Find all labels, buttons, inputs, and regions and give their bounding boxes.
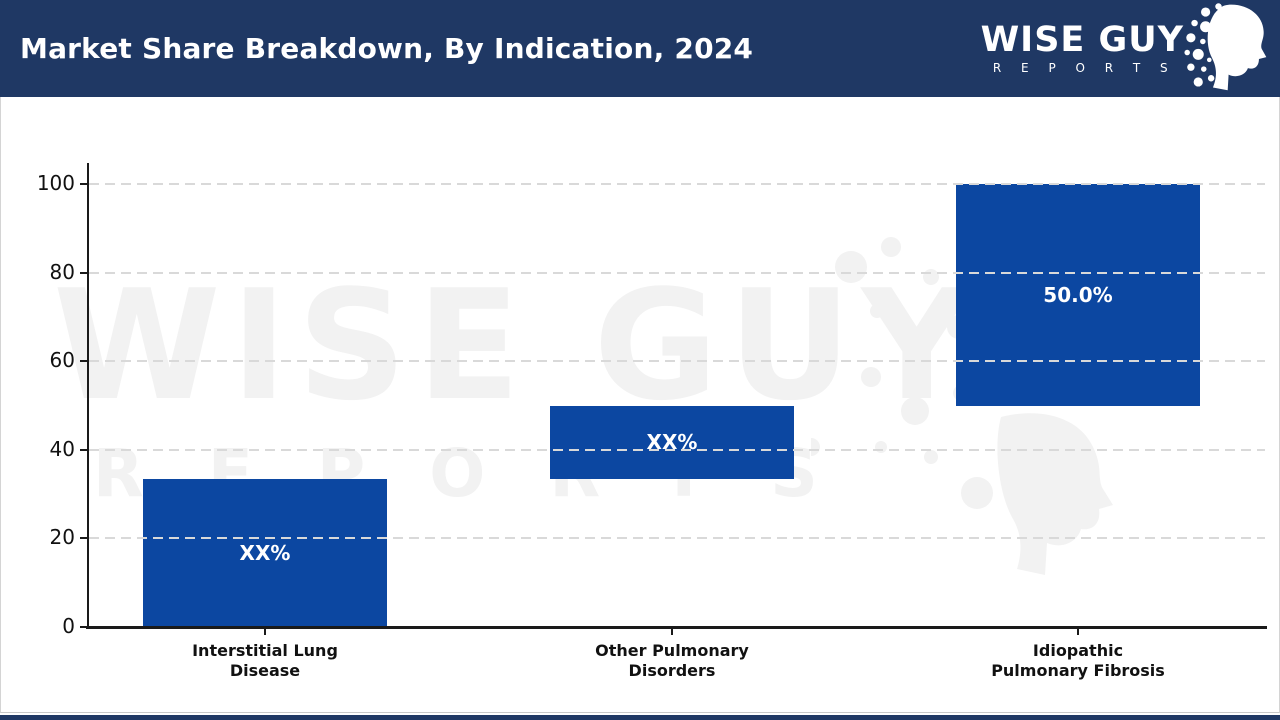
head-profile-dots-icon: [1184, 1, 1270, 97]
y-tick-label: 40: [49, 436, 75, 461]
brand-subtext: R E P O R T S: [992, 61, 1176, 75]
y-tick-mark: [80, 360, 88, 363]
x-axis-line: [86, 626, 1267, 629]
x-category-label: Interstitial Lung Disease: [125, 641, 405, 681]
x-category-label-line: Other Pulmonary: [595, 641, 749, 660]
bar-segment: 50.0%: [956, 184, 1200, 406]
gridline-y20: [89, 537, 1265, 540]
x-tick-mark: [671, 629, 673, 635]
bar-value-label: 50.0%: [1043, 282, 1113, 307]
y-tick-label: 80: [49, 259, 75, 284]
x-category-label: Idiopathic Pulmonary Fibrosis: [938, 641, 1218, 681]
y-tick-label: 100: [36, 171, 75, 195]
y-tick-mark: [80, 537, 88, 540]
x-tick-mark: [1077, 629, 1079, 635]
chart-figure: WISE GUY REPORTS XX% XX% 50.0% 0 20 40 60: [0, 97, 1280, 713]
bar-value-label: XX%: [239, 541, 291, 566]
footer-band: [0, 715, 1280, 720]
x-category-label-line: Disease: [229, 661, 301, 680]
page-title: Market Share Breakdown, By Indication, 2…: [20, 32, 754, 65]
gridline-y60: [89, 360, 1265, 363]
y-tick-label: 0: [62, 614, 75, 638]
x-category-label-line: Idiopathic: [1032, 641, 1124, 660]
gridline-y80: [89, 271, 1265, 274]
x-category-label-line: Pulmonary Fibrosis: [991, 661, 1165, 680]
gridline-y40: [89, 448, 1265, 451]
x-category-label-line: Interstitial Lung: [192, 641, 338, 660]
x-category-label: Other Pulmonary Disorders: [532, 641, 812, 681]
y-tick-mark: [80, 626, 88, 628]
gridline-y100: [89, 183, 1265, 185]
x-tick-mark: [264, 629, 266, 635]
x-category-label-line: Disorders: [628, 661, 716, 680]
brand-logo: WISE GUY R E P O R T S: [981, 1, 1280, 97]
bar-value-label: XX%: [646, 430, 698, 455]
bar-segment: XX%: [143, 479, 387, 627]
header-band: Market Share Breakdown, By Indication, 2…: [0, 0, 1280, 97]
y-tick-label: 60: [49, 348, 75, 373]
y-tick-label: 20: [49, 525, 75, 550]
y-tick-mark: [80, 448, 88, 451]
watermark-wordmark: WISE GUY: [53, 257, 982, 434]
y-tick-mark: [80, 183, 88, 185]
y-axis-line: [87, 163, 89, 628]
y-tick-mark: [80, 271, 88, 274]
bar-segment: XX%: [550, 405, 794, 480]
brand-wordmark: WISE GUY: [980, 20, 1184, 60]
brand-logo-text: WISE GUY R E P O R T S: [980, 20, 1184, 75]
